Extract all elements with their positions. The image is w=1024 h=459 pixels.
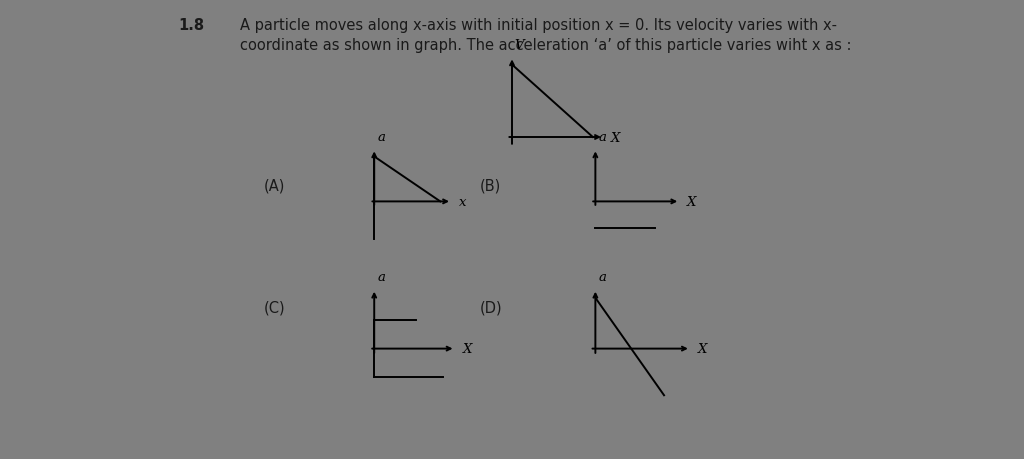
Text: a: a xyxy=(377,131,385,144)
Text: X: X xyxy=(687,196,696,208)
Text: A particle moves along x-axis with initial position x = 0. Its velocity varies w: A particle moves along x-axis with initi… xyxy=(240,18,837,34)
Text: a: a xyxy=(598,271,606,284)
Text: coordinate as shown in graph. The acceleration ‘a’ of this particle varies wiht : coordinate as shown in graph. The accele… xyxy=(240,38,852,53)
Text: x: x xyxy=(459,196,467,208)
Text: X: X xyxy=(697,342,708,355)
Text: (C): (C) xyxy=(263,300,285,315)
Text: X: X xyxy=(611,131,621,144)
Text: a: a xyxy=(598,131,606,144)
Text: (A): (A) xyxy=(263,179,285,193)
Text: a: a xyxy=(377,271,385,284)
Text: V: V xyxy=(515,39,524,52)
Text: X: X xyxy=(463,342,472,355)
Text: 1.8: 1.8 xyxy=(178,18,205,34)
Text: (B): (B) xyxy=(480,179,502,193)
Text: (D): (D) xyxy=(480,300,503,315)
